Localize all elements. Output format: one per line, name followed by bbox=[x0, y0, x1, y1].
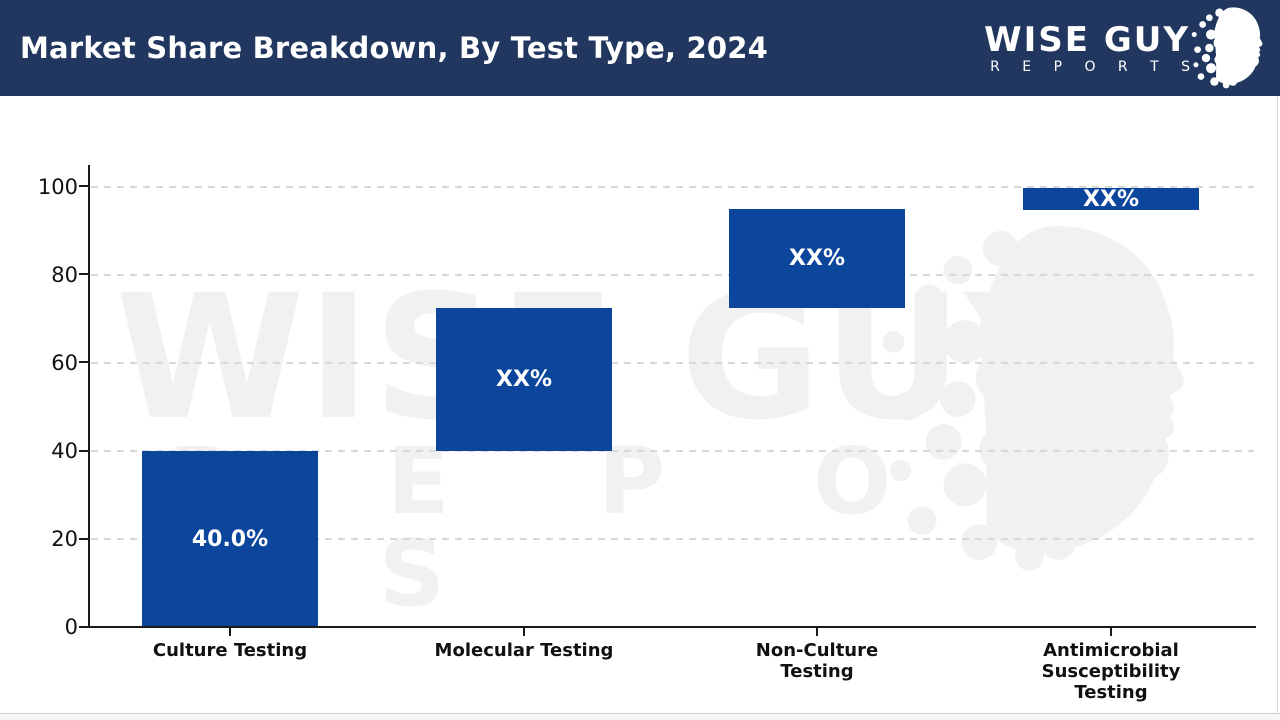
x-label-antimicrobial-susceptibility-testing: Antimicrobial Susceptibility Testing bbox=[1041, 640, 1181, 704]
x-label-culture-testing: Culture Testing bbox=[152, 640, 308, 661]
y-tick-60: 60 bbox=[51, 351, 78, 375]
x-label-non-culture-testing: Non-Culture Testing bbox=[755, 640, 879, 683]
y-tickmark-60 bbox=[79, 361, 88, 363]
x-tickmark-nonculture bbox=[816, 628, 818, 636]
brand-logo-text: WISE GUY R E P O R T S bbox=[984, 23, 1190, 74]
y-tick-100: 100 bbox=[37, 175, 78, 199]
bottom-border-pad bbox=[0, 714, 1280, 720]
bar-value-label: XX% bbox=[789, 246, 845, 271]
x-tickmark-antimicrobial bbox=[1110, 628, 1112, 636]
x-tickmark-culture bbox=[229, 628, 231, 636]
bar-antimicrobial-susceptibility-testing: XX% bbox=[1023, 186, 1199, 212]
right-border-line bbox=[1277, 96, 1278, 714]
x-axis-spine bbox=[88, 626, 1256, 628]
header-bar: Market Share Breakdown, By Test Type, 20… bbox=[0, 0, 1280, 96]
y-tickmark-40 bbox=[79, 450, 88, 452]
gridline-60 bbox=[91, 362, 1254, 364]
bottom-border-line bbox=[0, 713, 1280, 714]
bar-culture-testing: 40.0% bbox=[142, 451, 318, 627]
bar-non-culture-testing: XX% bbox=[729, 209, 905, 308]
y-tick-0: 0 bbox=[64, 615, 78, 639]
y-tick-80: 80 bbox=[51, 263, 78, 287]
y-tickmark-0 bbox=[79, 626, 88, 628]
brand-head-icon bbox=[1184, 6, 1270, 90]
gridline-80 bbox=[91, 274, 1254, 276]
gridline-20 bbox=[91, 538, 1254, 540]
watermark-head-logo bbox=[872, 218, 1194, 580]
x-label-molecular-testing: Molecular Testing bbox=[434, 640, 614, 661]
bar-value-label: XX% bbox=[1083, 186, 1139, 212]
brand-logo: WISE GUY R E P O R T S bbox=[984, 6, 1280, 90]
chart-title: Market Share Breakdown, By Test Type, 20… bbox=[20, 31, 769, 65]
brand-subname: R E P O R T S bbox=[990, 58, 1199, 75]
gridline-100 bbox=[91, 186, 1254, 188]
bar-value-label: 40.0% bbox=[191, 526, 269, 552]
y-tick-20: 20 bbox=[51, 527, 78, 551]
y-axis-spine bbox=[88, 165, 90, 628]
y-tickmark-20 bbox=[79, 538, 88, 540]
y-tickmark-100 bbox=[79, 185, 88, 187]
y-tickmark-80 bbox=[79, 273, 88, 275]
bar-molecular-testing: XX% bbox=[436, 308, 612, 451]
x-tickmark-molecular bbox=[523, 628, 525, 636]
brand-name: WISE GUY bbox=[984, 19, 1190, 60]
bar-value-label: XX% bbox=[496, 367, 552, 392]
y-tick-40: 40 bbox=[51, 439, 78, 463]
gridline-40 bbox=[91, 450, 1254, 452]
